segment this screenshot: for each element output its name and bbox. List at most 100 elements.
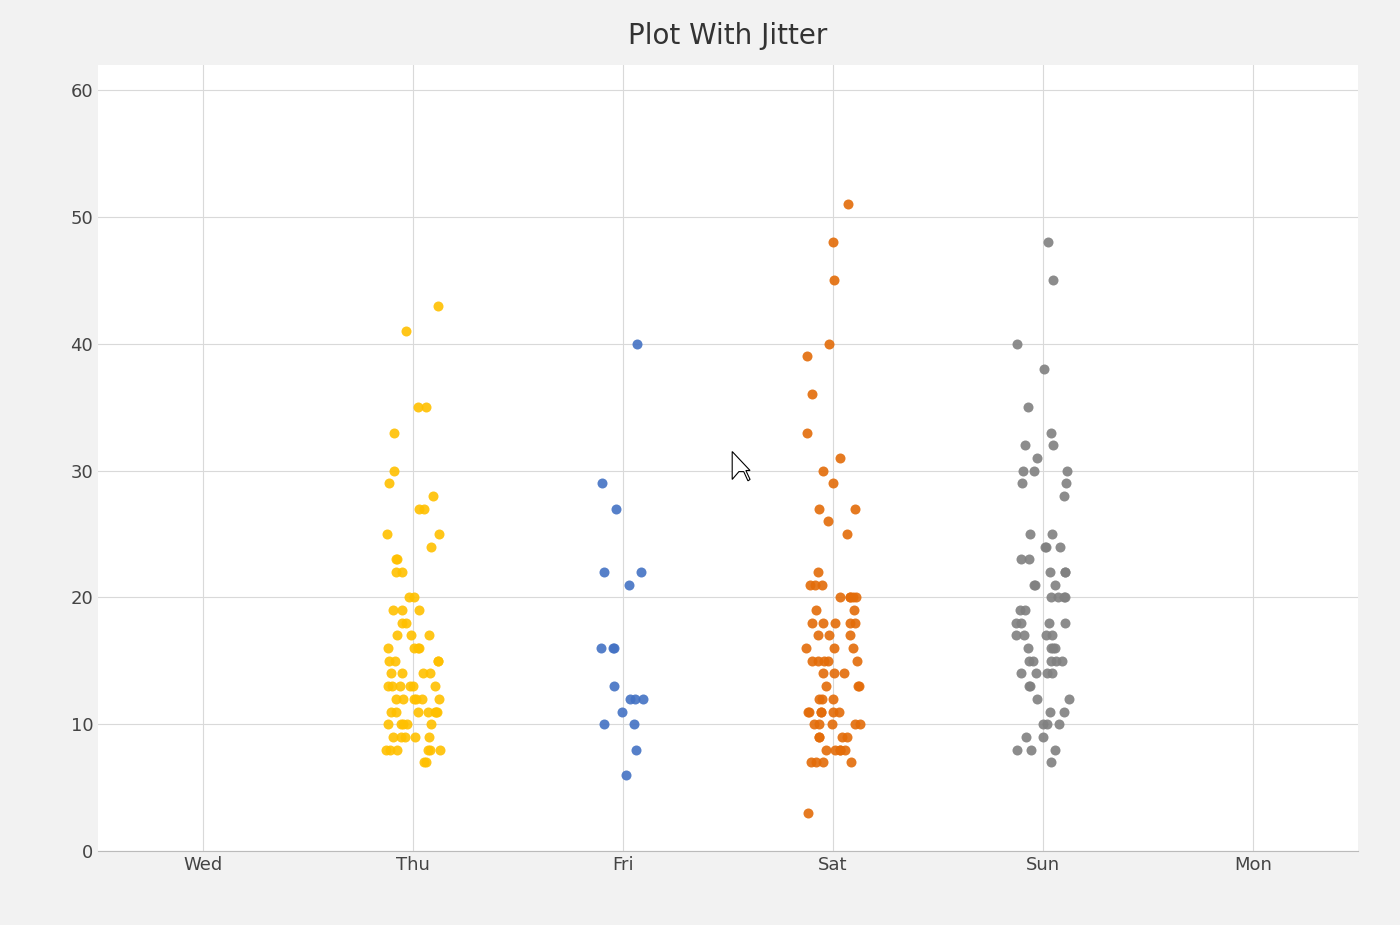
Point xyxy=(805,755,827,770)
Point xyxy=(375,526,398,541)
Point xyxy=(833,666,855,681)
Point xyxy=(1032,717,1054,732)
Point xyxy=(417,628,440,643)
Point xyxy=(813,653,836,668)
Point xyxy=(413,501,435,516)
Point xyxy=(1018,552,1040,567)
Point xyxy=(799,577,822,592)
Point xyxy=(822,717,844,732)
Point xyxy=(848,717,871,732)
Point xyxy=(426,704,448,719)
Point xyxy=(823,742,846,757)
Point xyxy=(1040,590,1063,605)
Point xyxy=(829,450,851,465)
Point xyxy=(1026,450,1049,465)
Point xyxy=(1019,679,1042,694)
Point xyxy=(801,653,823,668)
Point xyxy=(385,691,407,706)
Point xyxy=(1009,603,1032,618)
Point xyxy=(605,501,627,516)
Point xyxy=(391,615,413,630)
Point xyxy=(1040,426,1063,440)
Point xyxy=(630,564,652,579)
Point xyxy=(1053,564,1075,579)
Point xyxy=(428,742,451,757)
Point xyxy=(1016,641,1039,656)
Point xyxy=(839,590,861,605)
Point xyxy=(417,742,440,757)
Point xyxy=(841,641,864,656)
Point xyxy=(386,552,409,567)
Point xyxy=(839,615,861,630)
Point xyxy=(407,400,430,414)
Point xyxy=(829,742,851,757)
Point xyxy=(795,641,818,656)
Point xyxy=(1049,539,1071,554)
Point xyxy=(427,653,449,668)
Point xyxy=(419,742,441,757)
Point xyxy=(1005,337,1028,352)
Point xyxy=(403,641,426,656)
Point xyxy=(1036,666,1058,681)
Point xyxy=(610,704,633,719)
Point xyxy=(840,755,862,770)
Point xyxy=(1053,590,1075,605)
Point xyxy=(393,730,416,745)
Point xyxy=(843,603,865,618)
Point xyxy=(829,742,851,757)
Point xyxy=(378,653,400,668)
Point xyxy=(836,730,858,745)
Point xyxy=(808,730,830,745)
Point xyxy=(1040,526,1063,541)
Point xyxy=(832,730,854,745)
Point xyxy=(1016,400,1039,414)
Point xyxy=(1014,603,1036,618)
Point xyxy=(420,539,442,554)
Point xyxy=(417,704,440,719)
Point xyxy=(797,426,819,440)
Point xyxy=(811,704,833,719)
Point xyxy=(407,704,430,719)
Point xyxy=(631,691,654,706)
Point xyxy=(414,755,437,770)
Point xyxy=(795,349,818,364)
Point xyxy=(617,577,640,592)
Point xyxy=(399,628,421,643)
Point xyxy=(589,641,612,656)
Point xyxy=(836,526,858,541)
Point xyxy=(427,298,449,313)
Point xyxy=(424,679,447,694)
Point xyxy=(1014,438,1036,452)
Point xyxy=(591,475,613,490)
Point xyxy=(389,679,412,694)
Point xyxy=(379,704,402,719)
Point xyxy=(382,730,405,745)
Point xyxy=(1053,488,1075,503)
Point xyxy=(1040,653,1063,668)
Point xyxy=(1044,742,1067,757)
Point xyxy=(1056,475,1078,490)
Point xyxy=(811,577,833,592)
Point xyxy=(1040,755,1063,770)
Point xyxy=(377,641,399,656)
Point xyxy=(808,717,830,732)
Point xyxy=(384,653,406,668)
Point xyxy=(413,755,435,770)
Point xyxy=(395,615,417,630)
Point xyxy=(822,691,844,706)
Point xyxy=(382,603,405,618)
Point xyxy=(1018,679,1040,694)
Point xyxy=(1015,730,1037,745)
Point xyxy=(812,615,834,630)
Point xyxy=(389,717,412,732)
Point xyxy=(802,717,825,732)
Point xyxy=(592,564,615,579)
Point xyxy=(407,501,430,516)
Point xyxy=(603,641,626,656)
Point xyxy=(846,653,868,668)
Point xyxy=(1005,628,1028,643)
Point xyxy=(1009,666,1032,681)
Point xyxy=(398,590,420,605)
Point xyxy=(815,742,837,757)
Point xyxy=(405,730,427,745)
